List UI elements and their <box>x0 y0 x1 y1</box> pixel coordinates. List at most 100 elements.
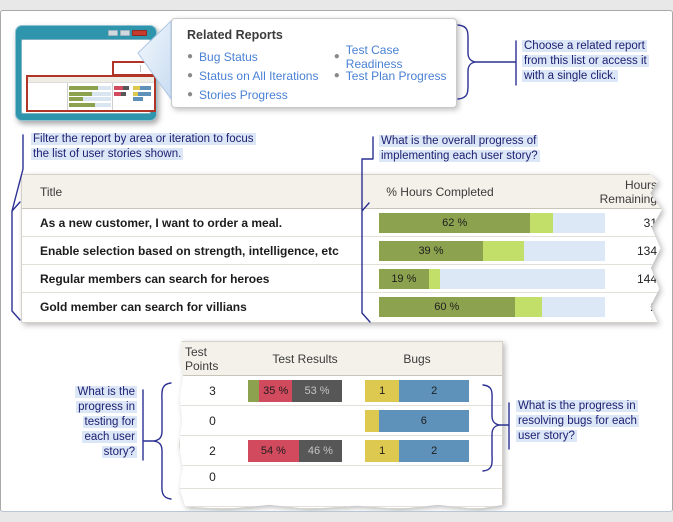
bar-segment-gray: 46 % <box>298 440 342 462</box>
test-row <box>180 489 502 507</box>
story-row: Regular members can search for heroes 19 … <box>22 265 662 293</box>
bar-segment-in-progress <box>482 241 524 261</box>
related-report-item: ● Test Plan Progress <box>334 66 456 85</box>
column-header-bugs: Bugs <box>403 351 431 366</box>
callout-line: the list of user stories shown. <box>31 148 184 160</box>
callout-line: implementing each user story? <box>379 150 540 162</box>
story-title: Gold member can search for villians <box>40 300 247 314</box>
highlight-box-toolbar <box>112 61 160 76</box>
test-points-value: 2 <box>209 443 216 458</box>
bar-segment-gray: 53 % <box>292 380 342 402</box>
connector-testing-progress <box>142 389 155 461</box>
related-reports-column-1: ● Bug Status ● Status on All Iterations ● Sto… <box>187 47 334 104</box>
bar-segment-remaining <box>553 213 605 233</box>
bar-segment-yellow <box>365 410 379 432</box>
hours-progress-bar: 19 % <box>379 269 605 289</box>
bar-segment-red: 35 % <box>259 380 293 402</box>
callout-line: resolving bugs for each <box>516 415 639 427</box>
close-icon <box>132 30 147 36</box>
callout-line: What is the overall progress of <box>379 135 539 147</box>
bar-segment-completed: 39 % <box>379 241 483 261</box>
mini-report-chart <box>28 77 154 110</box>
mini-window-thumbnail <box>15 25 160 121</box>
callout-line: Choose a related report <box>522 40 647 52</box>
connector-choose-report <box>474 40 517 86</box>
callout-line: testing for <box>82 416 137 428</box>
mini-window-content <box>21 39 160 114</box>
bar-segment-remaining <box>541 297 605 317</box>
related-report-item: ● Bug Status <box>187 47 334 66</box>
callout-line: Filter the report by area or iteration t… <box>31 133 256 145</box>
test-table-header: Test Points Test Results Bugs <box>180 342 502 376</box>
bar-segment-in-progress <box>514 297 542 317</box>
brace-related-reports <box>457 24 476 100</box>
test-points-value <box>185 489 240 506</box>
bullet-icon: ● <box>187 70 194 81</box>
related-reports-title: Related Reports <box>187 28 283 42</box>
hours-progress-bar: 39 % <box>379 241 605 261</box>
story-row: As a new customer, I want to order a mea… <box>22 209 662 237</box>
bar-segment-blue: 6 <box>378 410 469 432</box>
brace-testing-progress <box>153 382 172 500</box>
minimize-icon <box>108 30 118 36</box>
hours-remaining-value: 2 <box>650 300 657 314</box>
test-points-value: 0 <box>209 470 216 484</box>
test-row: 0 <box>180 466 502 489</box>
callout-testing-progress: What is the progress in testing for each… <box>39 385 137 460</box>
related-report-link[interactable]: Test Plan Progress <box>345 68 447 83</box>
test-points-value: 3 <box>209 383 216 398</box>
bar-segment-blue: 2 <box>399 440 469 462</box>
callout-line: What is the progress in <box>516 400 638 412</box>
related-reports-panel: Related Reports ● Bug Status ● Status on Al… <box>171 18 457 108</box>
callout-choose-report: Choose a related report from this list o… <box>522 39 672 84</box>
bar-segment-completed: 60 % <box>379 297 515 317</box>
story-title: Regular members can search for heroes <box>40 271 270 286</box>
bar-segment-blue: 2 <box>399 380 469 402</box>
related-report-link[interactable]: Test Case Readiness <box>345 42 403 71</box>
callout-line: from this list or access it <box>522 55 649 67</box>
bugs-bar: 6 <box>365 410 469 432</box>
related-report-link[interactable]: Stories Progress <box>199 87 288 102</box>
column-header-test-points: Test Points <box>185 344 219 373</box>
callout-overall-progress: What is the overall progress of implemen… <box>379 134 599 164</box>
story-row: Enable selection based on strength, inte… <box>22 237 662 265</box>
bullet-icon: ● <box>333 51 340 62</box>
callout-line: each user <box>82 431 137 443</box>
hours-progress-bar: 62 % <box>379 213 605 233</box>
related-report-link[interactable]: Status on All Iterations <box>199 68 319 83</box>
column-header-hours-completed: % Hours Completed <box>386 184 494 199</box>
callout-line: story? <box>101 446 137 458</box>
column-header-test-results: Test Results <box>272 351 338 366</box>
test-results-table: Test Points Test Results Bugs 3 35 % 53 % 1… <box>179 341 503 509</box>
callout-line: progress in <box>76 401 137 413</box>
test-row: 3 35 % 53 % 1 2 <box>180 376 502 406</box>
restore-icon <box>120 30 130 36</box>
callout-filter-report: Filter the report by area or iteration t… <box>31 132 341 162</box>
related-report-item: ● Stories Progress <box>187 85 334 104</box>
column-header-title: Title <box>40 184 63 199</box>
hours-remaining-value: 134 <box>636 243 657 258</box>
bullet-icon: ● <box>333 70 340 81</box>
window-controls <box>108 30 147 36</box>
callout-bug-progress: What is the progress in resolving bugs f… <box>516 399 672 444</box>
bar-segment-remaining <box>523 241 605 261</box>
bullet-icon: ● <box>187 89 194 100</box>
bar-segment-red: 54 % <box>248 440 299 462</box>
callout-line: with a single click. <box>522 70 619 82</box>
callout-line: user story? <box>516 430 577 442</box>
bar-segment-green <box>248 380 260 402</box>
hours-remaining-value: 144 <box>636 271 657 286</box>
stories-progress-table: Title % Hours Completed Hours Remaining … <box>21 174 665 323</box>
test-results-bar: 54 % 46 % <box>248 440 342 462</box>
test-points-value: 0 <box>209 413 216 428</box>
test-row: 2 54 % 46 % 1 2 <box>180 436 502 466</box>
stories-table-header: Title % Hours Completed Hours Remaining <box>22 175 662 209</box>
hours-progress-bar: 60 % <box>379 297 605 317</box>
bar-segment-remaining <box>440 269 605 289</box>
column-header-hours-remaining: Hours Remaining <box>599 178 657 206</box>
hours-remaining-value: 31 <box>643 215 657 230</box>
related-report-link[interactable]: Bug Status <box>199 49 258 64</box>
